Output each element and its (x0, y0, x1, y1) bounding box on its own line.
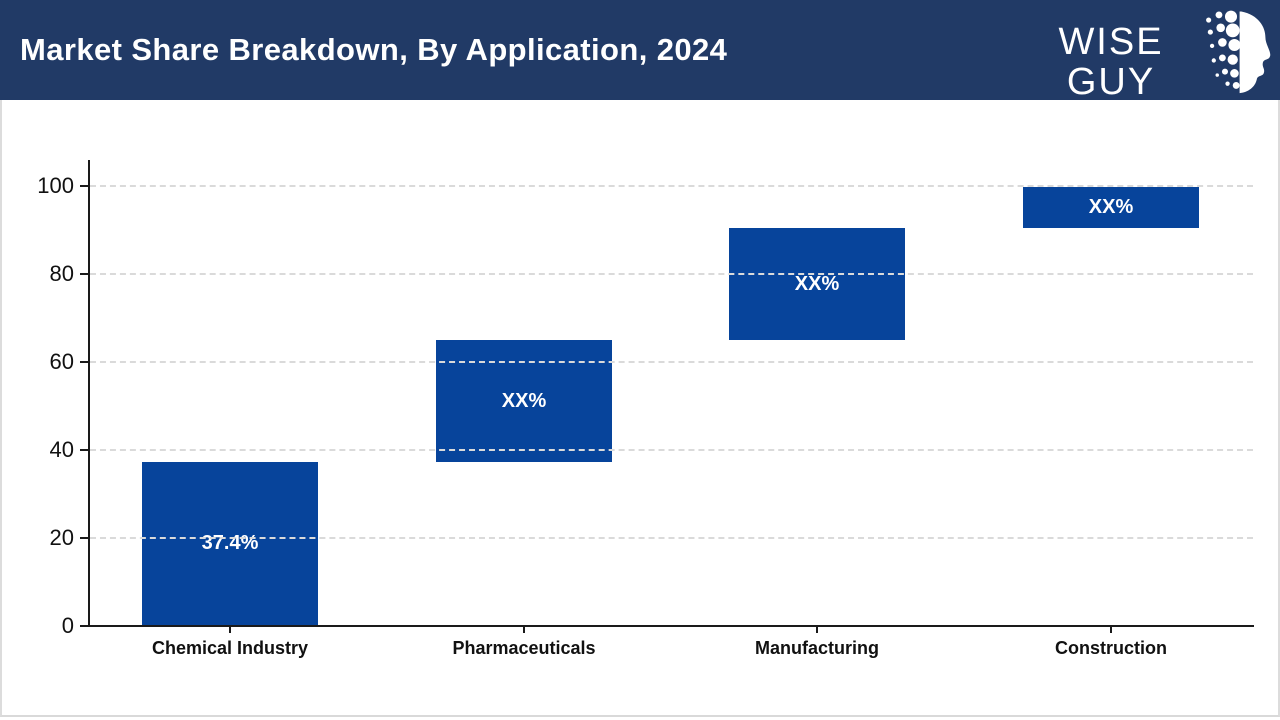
bar-pharmaceuticals[interactable]: XX% (436, 340, 612, 462)
x-category-label: Chemical Industry (151, 638, 309, 658)
y-tick-20 (80, 537, 88, 539)
y-tick-60 (80, 361, 88, 363)
x-tick-construction (1110, 627, 1112, 633)
bar-value-label: XX% (501, 389, 547, 412)
gridline-40 (90, 449, 1253, 451)
brand-logo: WISE GUY R E P O R T S (1016, 4, 1271, 136)
gridline-100 (90, 185, 1253, 187)
brand-logo-text: WISE GUY R E P O R T S (1016, 22, 1206, 136)
y-tick-label-40: 40 (49, 437, 74, 462)
x-tick-pharma (523, 627, 525, 633)
gridline-80 (90, 273, 1253, 275)
x-tick-chemical (229, 627, 231, 633)
brand-name: WISE GUY (1058, 21, 1164, 103)
x-category-label: Construction (1055, 638, 1167, 658)
bar-value-label: XX% (794, 272, 840, 295)
bar-value-label: 37.4% (201, 532, 259, 554)
brand-face-icon (1206, 10, 1271, 94)
y-tick-100 (80, 185, 88, 187)
chart-title: Market Share Breakdown, By Application, … (20, 32, 728, 67)
y-axis-line (88, 160, 90, 627)
bar-manufacturing[interactable]: XX% (729, 228, 905, 340)
x-axis-line (88, 625, 1254, 627)
y-tick-label-80: 80 (49, 261, 74, 286)
y-tick-label-0: 0 (61, 613, 74, 638)
brand-subname: R E P O R T S (1017, 104, 1205, 136)
y-tick-80 (80, 273, 88, 275)
y-tick-label-100: 100 (37, 173, 74, 198)
gridline-60 (90, 361, 1253, 363)
bar-chemical-industry[interactable]: 37.4% (142, 462, 318, 625)
x-category-label: Manufacturing (755, 638, 879, 658)
header-bar: Market Share Breakdown, By Application, … (0, 0, 1280, 136)
x-category-label: Pharmaceuticals (452, 638, 596, 658)
y-tick-0 (80, 625, 88, 627)
y-tick-label-60: 60 (49, 349, 74, 374)
y-tick-label-20: 20 (49, 525, 74, 550)
gridline-20 (90, 537, 1253, 539)
bar-value-label: XX% (1088, 196, 1134, 218)
y-tick-40 (80, 449, 88, 451)
x-tick-manufacturing (816, 627, 818, 633)
bar-construction[interactable]: XX% (1023, 187, 1199, 228)
